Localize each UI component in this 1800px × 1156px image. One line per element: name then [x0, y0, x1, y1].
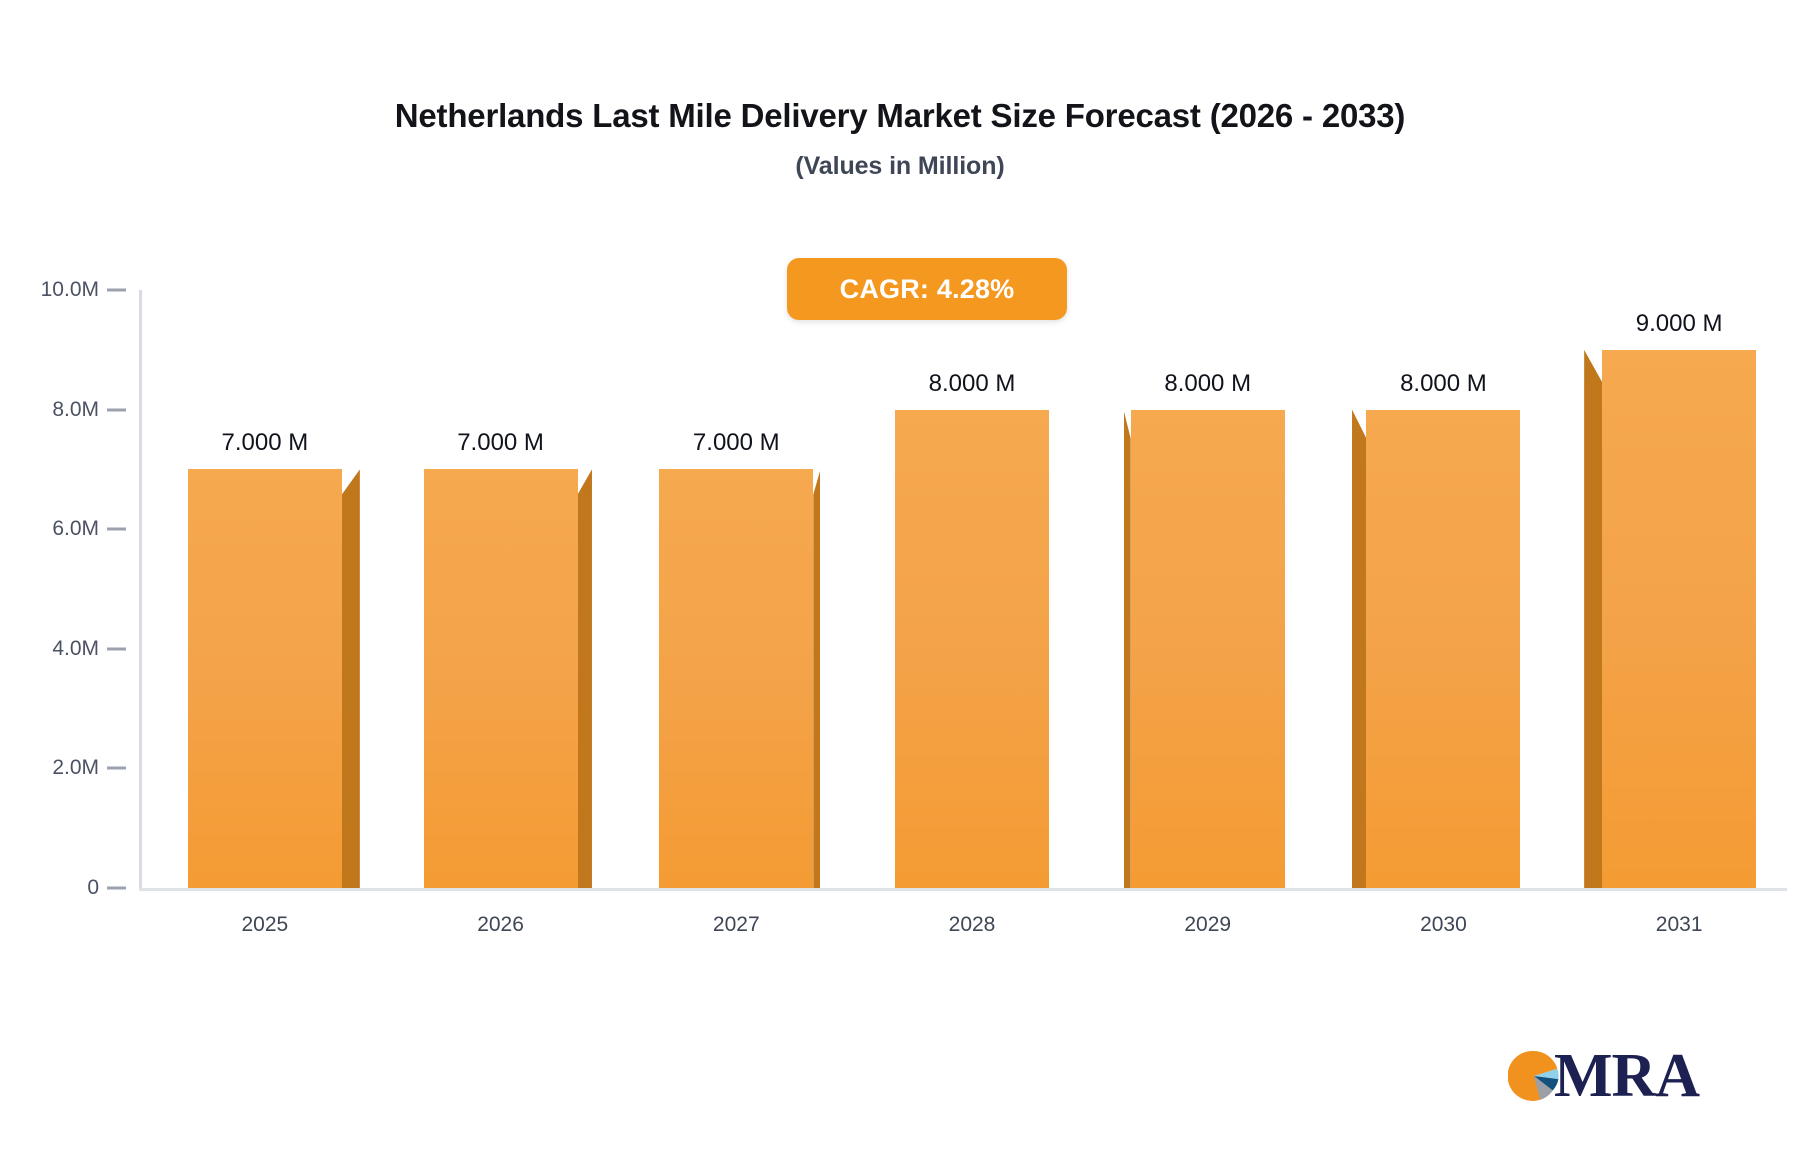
title-block: Netherlands Last Mile Delivery Market Si…: [0, 96, 1800, 181]
x-axis-spine: [139, 888, 1787, 891]
bar-3d-side: [1352, 409, 1367, 888]
bar-value-label: 7.000 M: [221, 429, 309, 457]
bar[interactable]: [1366, 409, 1521, 888]
bar-value-label: 7.000 M: [457, 429, 544, 457]
bar-3d-side: [1123, 409, 1131, 888]
bar[interactable]: [1602, 349, 1757, 888]
chart-subtitle: (Values in Million): [795, 151, 1005, 180]
x-axis-tick-label: 2025: [241, 913, 289, 936]
pie-chart-logo-icon: [1508, 1051, 1559, 1101]
bar-value-label: 9.000 M: [1635, 309, 1723, 337]
y-axis-spine: [139, 290, 142, 888]
y-axis-tick-mark: [107, 408, 126, 412]
bar-value-label: 8.000 M: [928, 369, 1016, 397]
x-axis-tick-label: 2029: [1184, 913, 1232, 936]
y-axis-tick-mark: [107, 766, 126, 770]
bar[interactable]: [1130, 409, 1285, 888]
y-axis-tick-label: 8.0M: [52, 397, 99, 421]
bar-value-label: 7.000 M: [692, 429, 780, 457]
bar-3d-side: [813, 469, 821, 888]
y-axis-tick-mark: [107, 527, 126, 531]
y-axis-tick-mark: [107, 886, 126, 890]
bar-column: [139, 469, 1789, 888]
bar-series: 7.000 M 7.000 M 7.000 M 8.000 M 8.000 M 8.000…: [139, 290, 1789, 891]
bar-column: [139, 409, 1789, 888]
y-axis-tick-label: 10.0M: [40, 278, 99, 301]
bar[interactable]: [895, 409, 1049, 888]
bar-value-label: 8.000 M: [1164, 369, 1252, 397]
y-axis-tick-label: 0: [87, 876, 99, 899]
cagr-badge-label: CAGR: 4.28%: [839, 273, 1015, 304]
brand-logo-text: MRA: [1554, 1042, 1700, 1110]
y-axis-tick-label: 2.0M: [52, 756, 99, 780]
bar-column: [139, 469, 1789, 888]
page-title: Netherlands Last Mile Delivery Market Si…: [394, 97, 1406, 134]
bar[interactable]: [659, 469, 814, 888]
x-axis-tick-label: 2026: [477, 913, 524, 936]
cagr-badge: CAGR: 4.28%: [787, 258, 1067, 320]
bar-column: [139, 409, 1789, 888]
bar-column: [139, 349, 1789, 888]
x-axis-tick-label: 2030: [1420, 913, 1467, 936]
bar-3d-side: [577, 469, 592, 888]
y-axis-tick-label: 4.0M: [52, 636, 99, 660]
bar-column: [139, 409, 1789, 888]
bar[interactable]: [423, 469, 578, 888]
bar-column: [139, 469, 1789, 888]
bar[interactable]: [187, 469, 342, 888]
x-axis-tick-label: 2031: [1655, 913, 1703, 936]
bar-value-label: 8.000 M: [1400, 369, 1487, 397]
brand-logo: MRA: [1508, 1037, 1700, 1115]
y-axis-tick-mark: [107, 288, 126, 292]
x-axis-tick-label: 2027: [712, 913, 760, 936]
y-axis-tick-label: 6.0M: [52, 517, 99, 541]
bar-3d-side: [341, 469, 360, 888]
plot-area: 10.0M 8.0M 6.0M 4.0M 2.0M 0 7.000 M 7.000 M 7.0…: [41, 278, 1789, 936]
x-axis-tick-label: 2028: [948, 913, 996, 936]
bar-3d-side: [1584, 349, 1603, 888]
y-axis-tick-mark: [107, 647, 126, 651]
